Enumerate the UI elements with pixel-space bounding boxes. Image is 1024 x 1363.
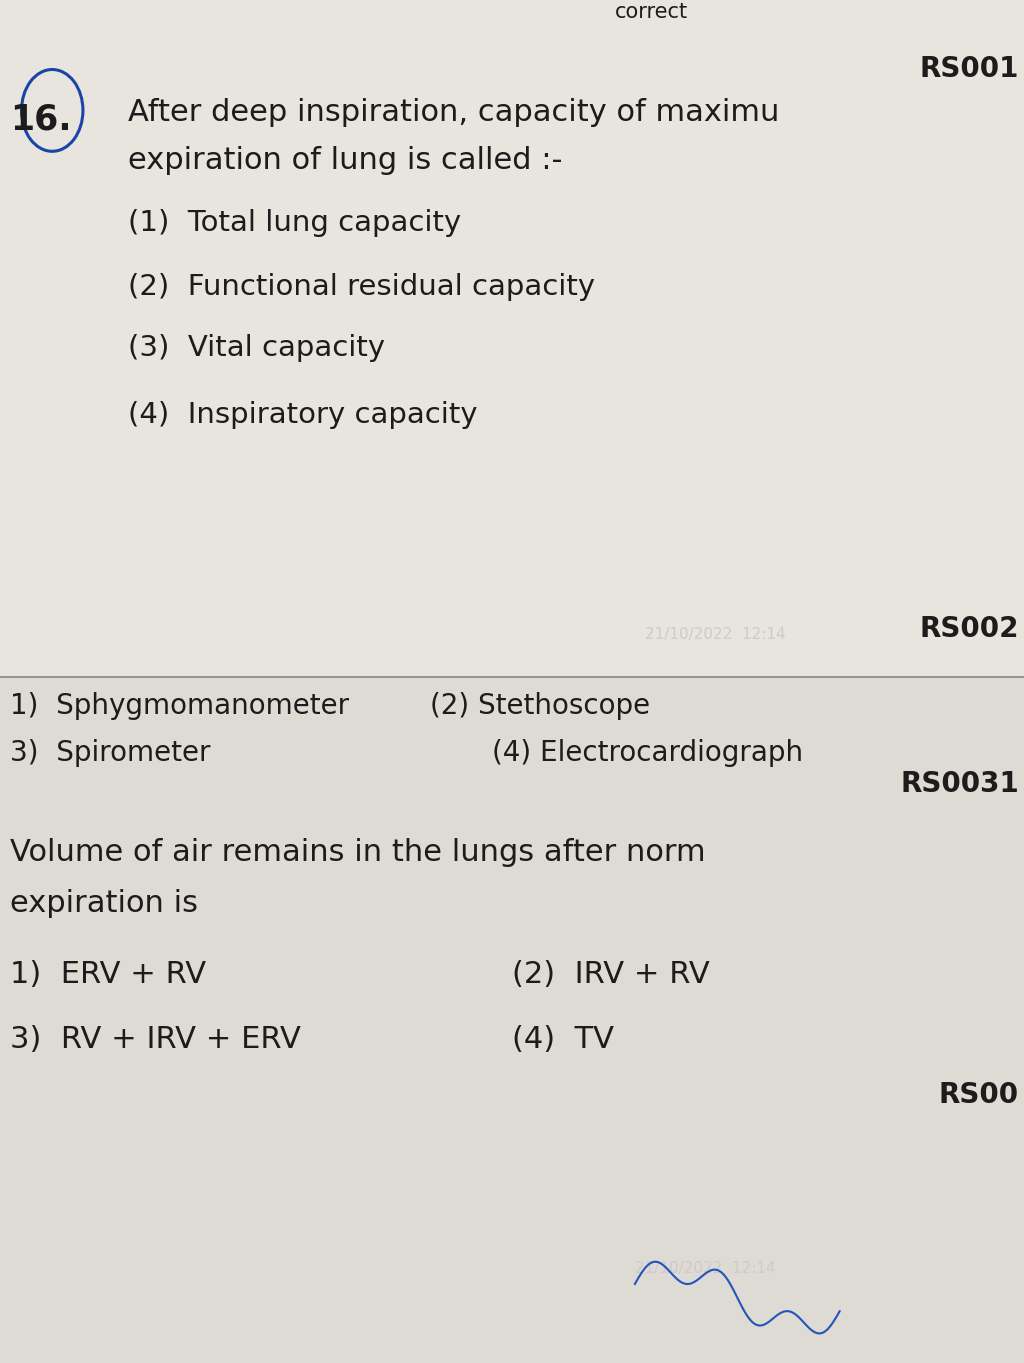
Bar [0,677,1024,1363]
Text: 3)  RV + IRV + ERV: 3) RV + IRV + ERV [10,1025,301,1054]
Text: 21/10/2022  12:14: 21/10/2022 12:14 [645,627,785,642]
Text: 16.: 16. [10,102,72,136]
Text: RS001: RS001 [920,55,1019,83]
Text: (4) Electrocardiograph: (4) Electrocardiograph [492,739,803,767]
Text: 3)  Spirometer: 3) Spirometer [10,739,211,767]
Text: correct: correct [614,1,687,22]
Text: expiration of lung is called :-: expiration of lung is called :- [128,146,562,174]
Text: 21/10/2022  12:14: 21/10/2022 12:14 [635,1261,775,1276]
Text: 1)  Sphygmomanometer: 1) Sphygmomanometer [10,692,349,721]
Text: expiration is: expiration is [10,889,199,917]
Text: (4)  TV: (4) TV [512,1025,614,1054]
Text: (2)  IRV + RV: (2) IRV + RV [512,960,710,988]
Text: Volume of air remains in the lungs after norm: Volume of air remains in the lungs after… [10,838,706,867]
Text: RS0031: RS0031 [900,770,1019,799]
Text: RS00: RS00 [939,1081,1019,1109]
Text: (2) Stethoscope: (2) Stethoscope [430,692,650,721]
Text: 1)  ERV + RV: 1) ERV + RV [10,960,207,988]
Text: (2)  Functional residual capacity: (2) Functional residual capacity [128,273,595,301]
Text: (3)  Vital capacity: (3) Vital capacity [128,334,385,363]
Bar [0,0,1024,677]
Text: After deep inspiration, capacity of maximu: After deep inspiration, capacity of maxi… [128,98,779,127]
Text: (1)  Total lung capacity: (1) Total lung capacity [128,209,461,237]
Text: (4)  Inspiratory capacity: (4) Inspiratory capacity [128,401,477,429]
Text: RS002: RS002 [920,615,1019,643]
